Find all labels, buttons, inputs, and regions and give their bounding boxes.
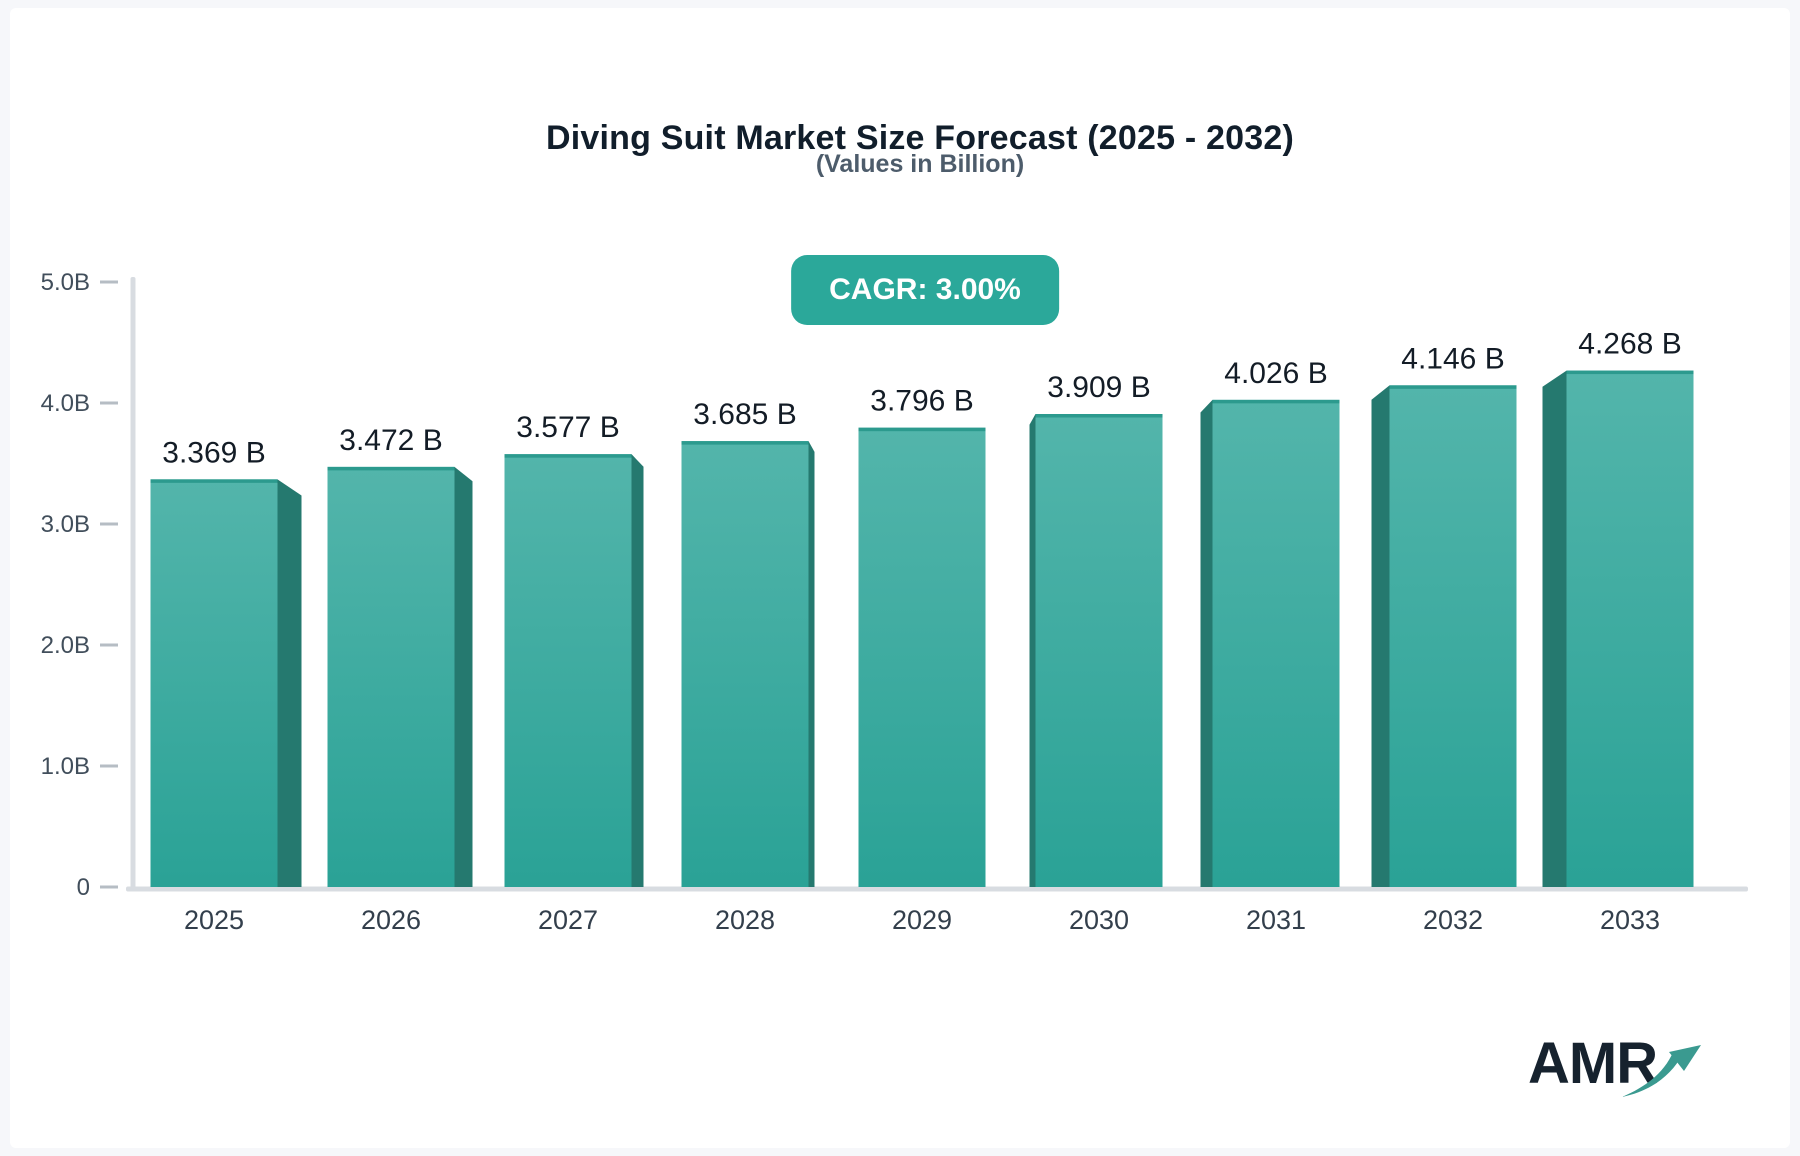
x-category-label: 2027 [538, 905, 598, 935]
bar-value-label: 3.369 B [162, 436, 265, 469]
growth-arrow-icon [1622, 1045, 1701, 1097]
bar-group-2028: 3.685 B 2028 [681, 398, 815, 935]
y-tick [100, 764, 118, 768]
bar-top-edge [681, 441, 809, 445]
bar-group-2029: 3.796 B 2029 [858, 385, 986, 935]
bar-top-edge [327, 466, 455, 471]
y-axis-line [130, 277, 136, 892]
x-category-label: 2026 [361, 905, 421, 935]
bar-group-2030: 3.909 B 2030 [1029, 371, 1163, 935]
bar-side-face [1200, 399, 1213, 887]
amr-logo-text: AMR [1528, 1031, 1658, 1096]
y-tick-label: 4.0B [41, 390, 90, 417]
amr-logo: AMR [1528, 1030, 1738, 1110]
bar-side-face [1029, 414, 1036, 887]
y-tick [100, 643, 118, 647]
bar-group-2025: 3.369 B 2025 [150, 436, 302, 935]
x-category-label: 2032 [1423, 905, 1483, 935]
bar-group-2033: 4.268 B 2033 [1542, 328, 1694, 935]
y-tick-label: 1.0B [41, 753, 90, 780]
bar-value-label: 4.026 B [1224, 357, 1327, 390]
bar-front-face [1389, 385, 1517, 887]
y-tick [100, 401, 118, 405]
x-axis-line [126, 886, 1748, 892]
bar-top-edge [504, 454, 632, 458]
bar-group-2026: 3.472 B 2026 [327, 424, 473, 935]
chart-card: 5.0B 4.0B 3.0B 2.0B 1.0B 0 3.369 B 2025 3.472 B 2… [10, 8, 1790, 1148]
bar-value-label: 3.577 B [516, 411, 619, 444]
bar-front-face [858, 427, 986, 887]
bar-top-edge [150, 479, 278, 483]
bar-value-label: 4.268 B [1578, 328, 1681, 361]
bar-front-face [504, 454, 632, 887]
y-tick [100, 280, 118, 284]
bar-front-face [681, 441, 809, 887]
chart-subtitle: (Values in Billion) [815, 150, 1025, 178]
bar-front-face [1566, 370, 1694, 887]
bar-value-label: 4.146 B [1401, 342, 1504, 375]
bar-top-edge [1389, 385, 1517, 389]
y-tick-label: 2.0B [41, 632, 90, 659]
bar-group-2032: 4.146 B 2032 [1371, 342, 1517, 935]
bar-group-2031: 4.026 B 2031 [1200, 357, 1340, 935]
bar-front-face [150, 479, 278, 887]
y-tick [100, 522, 118, 526]
x-category-label: 2031 [1246, 905, 1306, 935]
bar-front-face [1212, 399, 1340, 887]
bar-value-label: 3.472 B [339, 424, 442, 457]
chart-title: Diving Suit Market Size Forecast (2025 -… [545, 118, 1295, 157]
bar-top-edge [1212, 399, 1340, 404]
y-tick-label: 0 [77, 874, 90, 901]
bar-side-face [454, 466, 473, 887]
bar-group-2027: 3.577 B 2027 [504, 411, 644, 935]
x-category-label: 2030 [1069, 905, 1129, 935]
bar-value-label: 3.685 B [693, 398, 796, 431]
x-category-label: 2033 [1600, 905, 1660, 935]
bar-top-edge [1566, 370, 1694, 375]
bar-side-face [1542, 370, 1567, 887]
cagr-badge: CAGR: 3.00% [791, 255, 1059, 325]
bar-value-label: 3.909 B [1047, 371, 1150, 404]
bar-side-face [631, 454, 644, 887]
x-category-label: 2025 [184, 905, 244, 935]
bar-top-edge [1035, 414, 1163, 418]
bar-side-face [808, 441, 815, 887]
bar-front-face [1035, 414, 1163, 887]
bar-top-edge [858, 427, 986, 432]
bar-side-face [277, 479, 302, 887]
y-tick-label: 5.0B [41, 269, 90, 296]
y-tick-label: 3.0B [41, 511, 90, 538]
y-tick [100, 885, 118, 889]
bar-side-face [1371, 385, 1390, 887]
x-category-label: 2029 [892, 905, 952, 935]
bar-front-face [327, 466, 455, 887]
x-category-label: 2028 [715, 905, 775, 935]
bar-value-label: 3.796 B [870, 385, 973, 418]
